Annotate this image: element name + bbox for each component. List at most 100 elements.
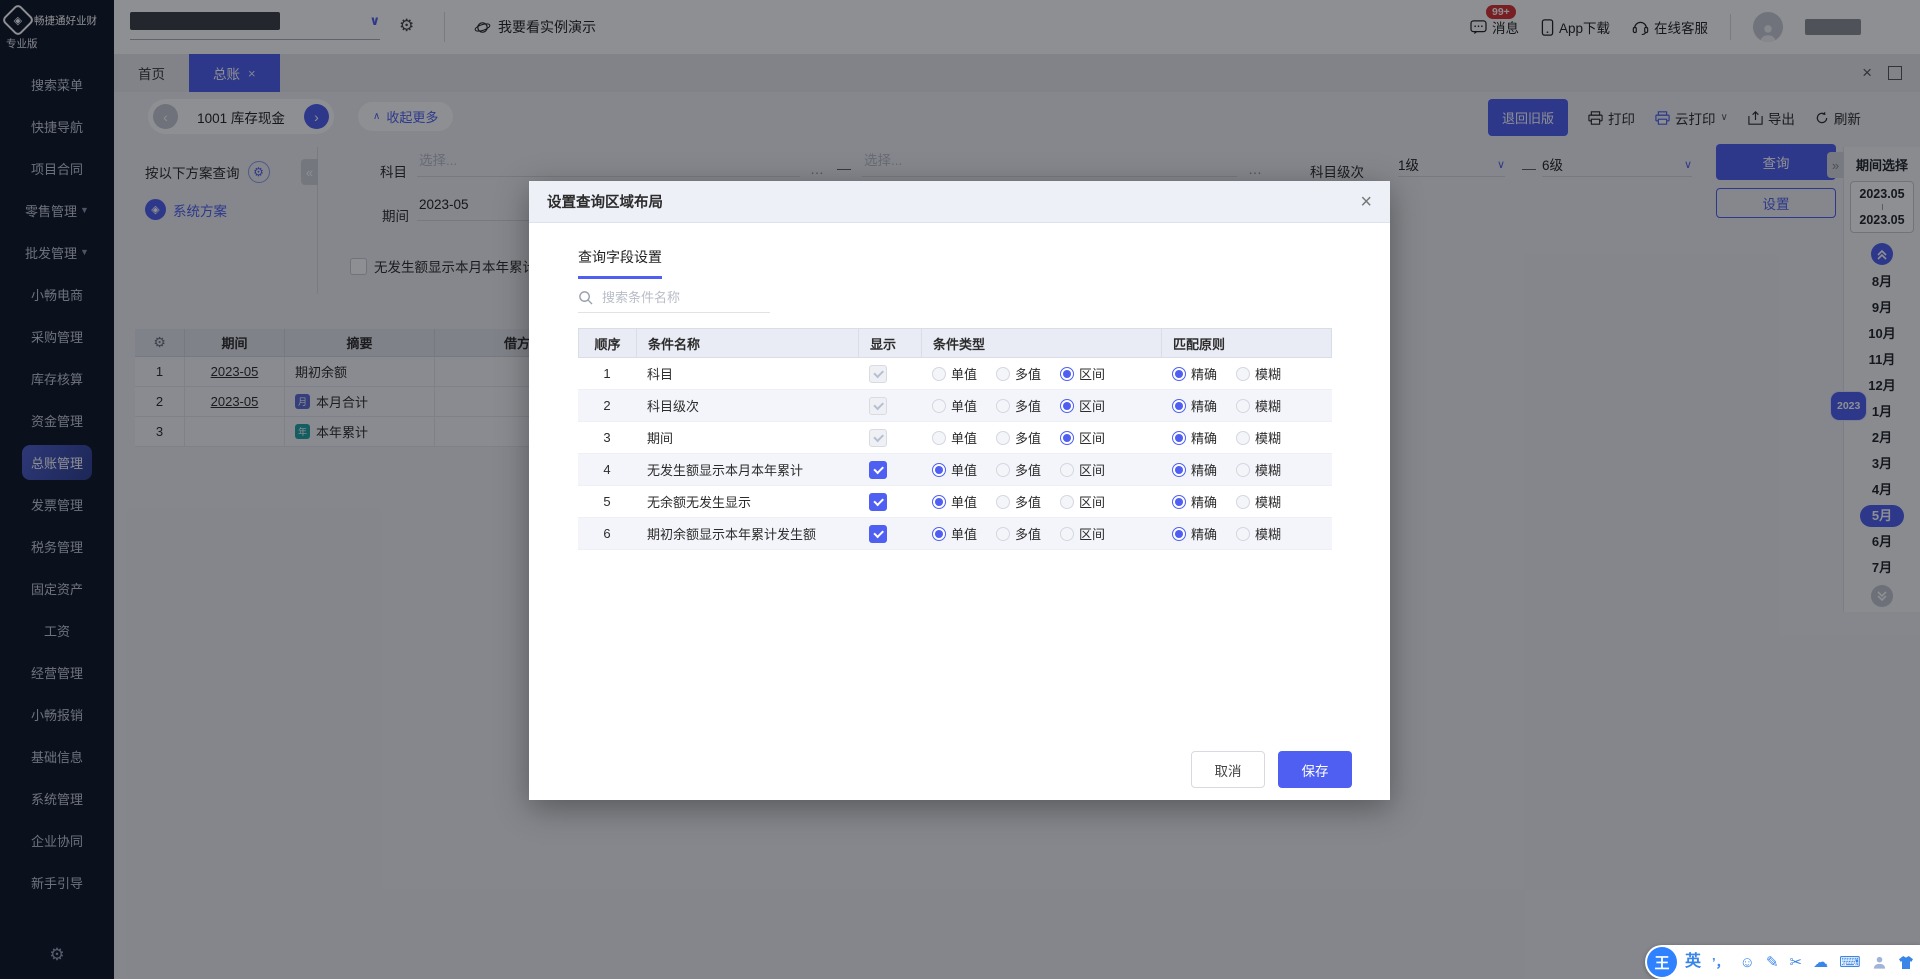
sidebar-item-税务管理[interactable]: 税务管理 [0,525,114,567]
radio-单值[interactable]: 单值 [932,492,977,511]
next-account-icon[interactable]: › [303,104,329,129]
subject-from-input[interactable] [417,152,804,169]
radio-单值[interactable]: 单值 [932,460,977,479]
shirt-icon[interactable] [1898,955,1914,970]
avatar[interactable] [1753,12,1784,42]
online-service-button[interactable]: 在线客服 [1632,17,1708,37]
sidebar-item-经营管理[interactable]: 经营管理 [0,651,114,693]
cancel-button[interactable]: 取消 [1191,751,1265,788]
ime-logo[interactable]: 王 [1647,947,1677,977]
radio-区间[interactable]: 区间 [1060,364,1105,383]
dialog-close-icon[interactable]: × [1360,190,1372,213]
period-range[interactable]: 2023.05 2023.05 [1850,181,1914,233]
month-item-11月[interactable]: 11月 [1844,347,1920,373]
sidebar-item-固定资产[interactable]: 固定资产 [0,567,114,609]
sidebar-item-资金管理[interactable]: 资金管理 [0,399,114,441]
month-item-5月[interactable]: 5月 [1844,503,1920,529]
refresh-button[interactable]: 刷新 [1815,108,1861,128]
month-item-6月[interactable]: 6月 [1844,529,1920,555]
radio-多值[interactable]: 多值 [996,396,1041,415]
sidebar-item-项目合同[interactable]: 项目合同 [0,147,114,189]
sidebar-item-系统管理[interactable]: 系统管理 [0,777,114,819]
month-item-10月[interactable]: 10月 [1844,321,1920,347]
radio-多值[interactable]: 多值 [996,524,1041,543]
radio-精确[interactable]: 精确 [1172,364,1217,383]
radio-精确[interactable]: 精确 [1172,492,1217,511]
keyboard-icon[interactable]: ⌨ [1839,953,1861,971]
subject-to-input[interactable] [862,152,1241,169]
month-item-12月[interactable]: 12月 [1844,373,1920,399]
company-selector[interactable]: ∨ [130,12,380,40]
export-button[interactable]: 导出 [1748,108,1795,128]
expand-panel-icon[interactable]: » [1827,152,1844,178]
condition-search[interactable] [578,289,770,313]
radio-精确[interactable]: 精确 [1172,396,1217,415]
sidebar-item-小畅报销[interactable]: 小畅报销 [0,693,114,735]
level-from-select[interactable]: 1级 ∨ [1398,152,1505,177]
month-item-4月[interactable]: 4月 [1844,477,1920,503]
tab-query-fields[interactable]: 查询字段设置 [578,247,662,279]
demo-link[interactable]: 我要看实例演示 [474,17,596,37]
radio-单值[interactable]: 单值 [932,396,977,415]
query-button[interactable]: 查询 [1716,144,1836,180]
radio-区间[interactable]: 区间 [1060,460,1105,479]
radio-多值[interactable]: 多值 [996,460,1041,479]
radio-多值[interactable]: 多值 [996,364,1041,383]
level-to-select[interactable]: 6级 ∨ [1542,152,1692,177]
radio-模糊[interactable]: 模糊 [1236,364,1281,383]
radio-模糊[interactable]: 模糊 [1236,524,1281,543]
column-settings-icon[interactable]: ⚙ [153,334,166,350]
no-activity-checkbox[interactable]: 无发生额显示本月本年累计 [350,256,536,276]
month-item-1月[interactable]: 1月 2023 [1830,391,1920,425]
sidebar-item-库存核算[interactable]: 库存核算 [0,357,114,399]
condition-search-input[interactable] [600,289,754,306]
sidebar-item-零售管理[interactable]: 零售管理 ▼ [0,189,114,231]
sidebar-item-工资[interactable]: 工资 [0,609,114,651]
fullscreen-icon[interactable] [1888,66,1902,80]
back-to-old-button[interactable]: 退回旧版 [1488,99,1569,136]
radio-精确[interactable]: 精确 [1172,524,1217,543]
cloud-print-button[interactable]: 云打印 ∨ [1655,108,1728,128]
sidebar-item-采购管理[interactable]: 采购管理 [0,315,114,357]
sidebar-item-基础信息[interactable]: 基础信息 [0,735,114,777]
cloud-icon[interactable]: ☁ [1813,953,1829,971]
radio-区间[interactable]: 区间 [1060,396,1105,415]
more-options-icon[interactable]: … [1248,161,1263,177]
sidebar-item-小畅电商[interactable]: 小畅电商 [0,273,114,315]
period-link[interactable]: 2023-05 [210,394,259,409]
radio-模糊[interactable]: 模糊 [1236,428,1281,447]
tab-general-ledger[interactable]: 总账 × [189,54,280,92]
sidebar-item-批发管理[interactable]: 批发管理 ▼ [0,231,114,273]
tab-home[interactable]: 首页 [114,54,189,92]
month-item-8月[interactable]: 8月 [1844,269,1920,295]
scheme-gear-icon[interactable]: ⚙ [247,161,270,183]
month-item-9月[interactable]: 9月 [1844,295,1920,321]
radio-单值[interactable]: 单值 [932,524,977,543]
ime-language-toggle[interactable]: 英 [1685,953,1702,970]
radio-多值[interactable]: 多值 [996,492,1041,511]
radio-模糊[interactable]: 模糊 [1236,396,1281,415]
radio-多值[interactable]: 多值 [996,428,1041,447]
radio-单值[interactable]: 单值 [932,364,977,383]
punctuation-icon[interactable]: ’， [1712,954,1729,970]
show-checkbox[interactable] [869,524,887,543]
messages-button[interactable]: 99+ 消息 [1470,5,1519,37]
radio-区间[interactable]: 区间 [1060,524,1105,543]
sidebar-item-快捷导航[interactable]: 快捷导航 [0,105,114,147]
sidebar-item-总账管理[interactable]: 总账管理 [0,441,114,483]
collapse-panel-icon[interactable]: « [301,159,318,185]
radio-精确[interactable]: 精确 [1172,460,1217,479]
period-link[interactable]: 2023-05 [210,364,259,379]
sidebar-item-发票管理[interactable]: 发票管理 [0,483,114,525]
show-checkbox[interactable] [869,492,887,511]
show-checkbox[interactable] [869,460,887,479]
settings-button[interactable]: 设置 [1716,188,1836,218]
scroll-down-icon[interactable] [1871,585,1893,607]
radio-精确[interactable]: 精确 [1172,428,1217,447]
radio-区间[interactable]: 区间 [1060,428,1105,447]
prev-account-icon[interactable]: ‹ [153,104,178,129]
app-download-button[interactable]: App下载 [1541,17,1610,37]
subject-from-field[interactable] [417,152,804,177]
scissors-icon[interactable]: ✂ [1789,953,1803,971]
radio-单值[interactable]: 单值 [932,428,977,447]
